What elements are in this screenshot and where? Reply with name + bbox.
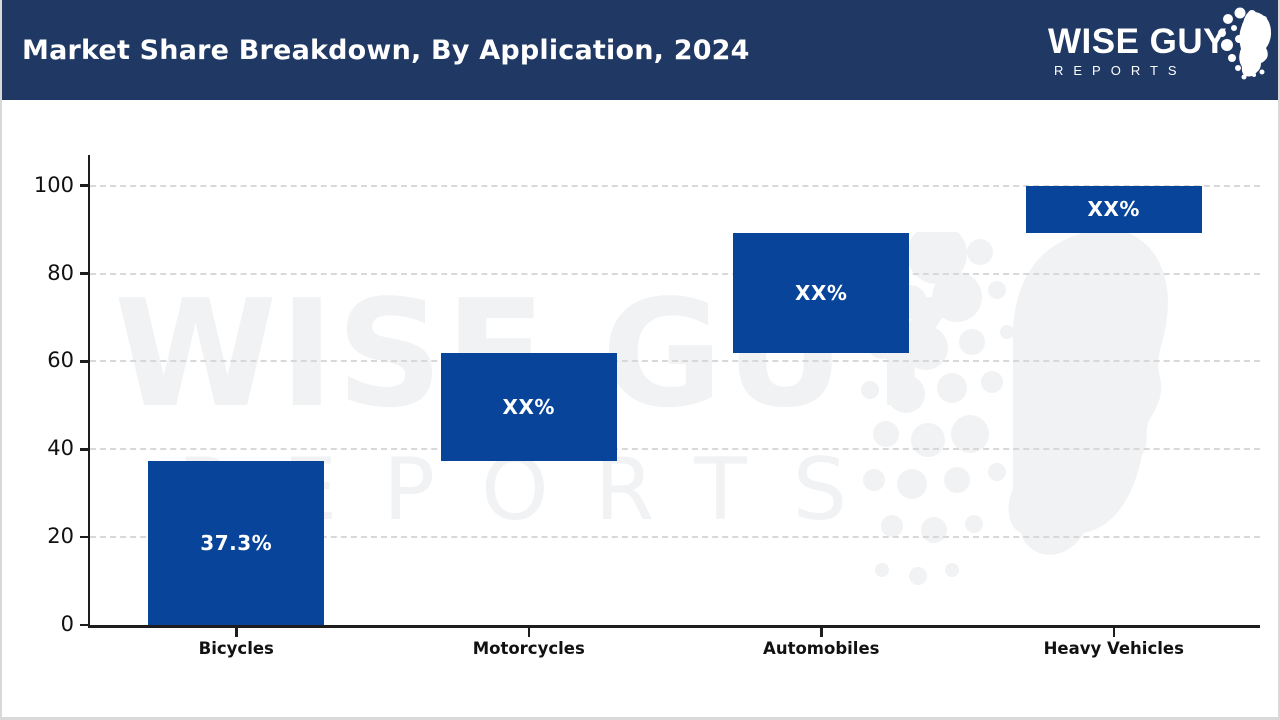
bar-bicycles: 37.3% xyxy=(148,461,325,625)
ytick-mark-0 xyxy=(80,623,90,627)
bar-value-label: 37.3% xyxy=(200,531,273,556)
watermark-head-icon xyxy=(1008,229,1168,555)
ytick-mark-80 xyxy=(80,272,90,275)
gridline-60 xyxy=(90,360,1260,363)
bar-value-label: XX% xyxy=(1087,197,1140,222)
xtick-mark-3 xyxy=(1112,628,1115,637)
gridline-100 xyxy=(90,184,1260,187)
ytick-mark-100 xyxy=(80,184,90,187)
ytick-mark-40 xyxy=(80,448,90,451)
gridline-40 xyxy=(90,448,1260,451)
x-axis-line xyxy=(87,625,1260,628)
logo-wordmark: WISE GUY xyxy=(1048,22,1227,61)
ytick-label-0: 0 xyxy=(60,612,74,636)
ytick-label-20: 20 xyxy=(47,524,74,549)
bar-value-label: XX% xyxy=(795,281,848,306)
ytick-label-80: 80 xyxy=(47,260,74,285)
ytick-mark-20 xyxy=(80,535,90,539)
xtick-label-1: Motorcycles xyxy=(472,639,585,658)
ytick-mark-60 xyxy=(80,360,90,363)
ytick-label-40: 40 xyxy=(47,436,74,461)
header-band: Market Share Breakdown, By Application, … xyxy=(2,0,1278,100)
xtick-label-2: Automobiles xyxy=(763,639,880,658)
bar-heavy-vehicles: XX% xyxy=(1025,185,1202,234)
wise-guy-reports-logo: WISE GUY REPORTS xyxy=(1048,7,1272,80)
xtick-mark-2 xyxy=(820,628,823,637)
bar-automobiles: XX% xyxy=(733,233,910,354)
logo-subtext: REPORTS xyxy=(1054,63,1187,78)
y-axis-line xyxy=(87,155,90,628)
gridline-80 xyxy=(90,272,1260,275)
gridline-20 xyxy=(90,536,1260,539)
bar-value-label: XX% xyxy=(502,395,555,420)
logo-dot-head-icon xyxy=(1218,7,1272,80)
xtick-mark-0 xyxy=(235,628,238,637)
xtick-label-3: Heavy Vehicles xyxy=(1043,639,1184,658)
xtick-mark-1 xyxy=(527,628,530,637)
ytick-label-60: 60 xyxy=(47,348,74,373)
bar-motorcycles: XX% xyxy=(440,353,617,462)
xtick-label-0: Bicycles xyxy=(198,639,274,658)
ytick-label-100: 100 xyxy=(33,172,74,197)
chart-title: Market Share Breakdown, By Application, … xyxy=(22,34,750,66)
